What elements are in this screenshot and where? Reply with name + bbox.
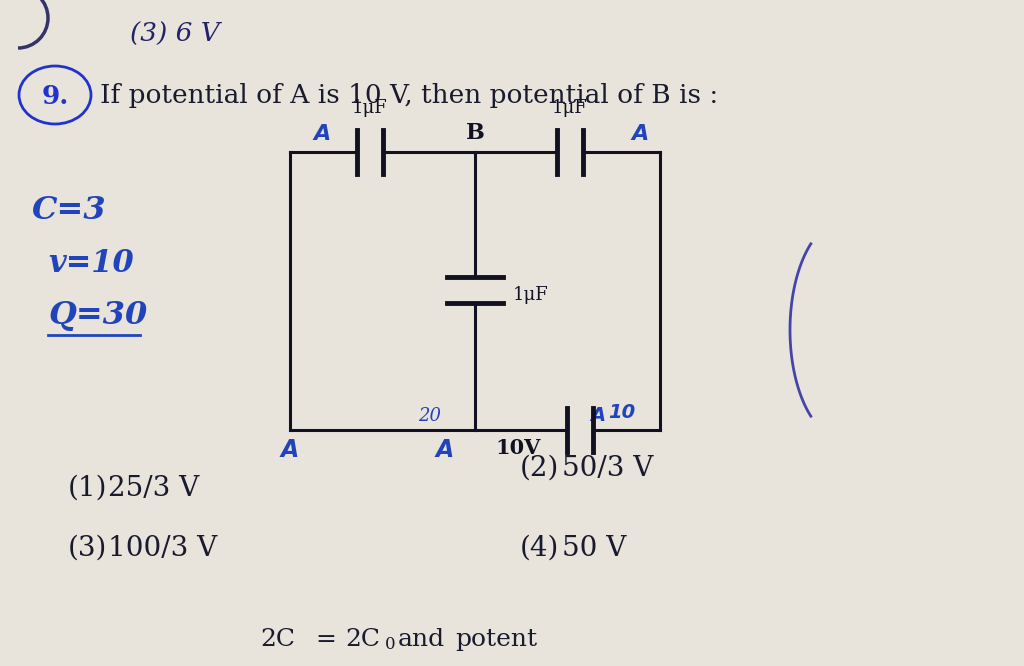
Text: (4): (4) [520,535,559,562]
Text: 25/3 V: 25/3 V [108,475,200,502]
Text: A: A [313,124,331,144]
Text: and: and [398,628,445,651]
Text: 9.: 9. [41,83,69,109]
Text: 20: 20 [419,407,441,425]
Text: (1): (1) [68,475,108,502]
Text: 1μF: 1μF [513,286,549,304]
Text: Q=30: Q=30 [48,300,147,331]
Text: 100/3 V: 100/3 V [108,535,217,562]
Text: 1μF: 1μF [552,99,588,117]
Text: v=10: v=10 [48,248,134,279]
Text: potent: potent [455,628,538,651]
Text: 10: 10 [608,403,635,422]
Text: 0: 0 [385,636,395,653]
Text: 50 V: 50 V [562,535,627,562]
Text: (3): (3) [68,535,108,562]
Text: 2C: 2C [345,628,380,651]
Text: (2): (2) [520,455,559,482]
Text: 2C: 2C [260,628,295,651]
Text: (3) 6 V: (3) 6 V [130,22,220,47]
Text: A: A [632,124,648,144]
Text: B: B [466,122,484,144]
Text: =: = [315,628,336,651]
Text: A: A [281,438,299,462]
Text: A: A [436,438,454,462]
Text: A: A [590,406,605,425]
Text: If potential of A is 10 V, then potential of B is :: If potential of A is 10 V, then potentia… [100,83,718,108]
Text: C=3: C=3 [32,195,106,226]
Text: 10V: 10V [495,438,541,458]
Text: 1μF: 1μF [352,99,388,117]
Text: 50/3 V: 50/3 V [562,455,653,482]
